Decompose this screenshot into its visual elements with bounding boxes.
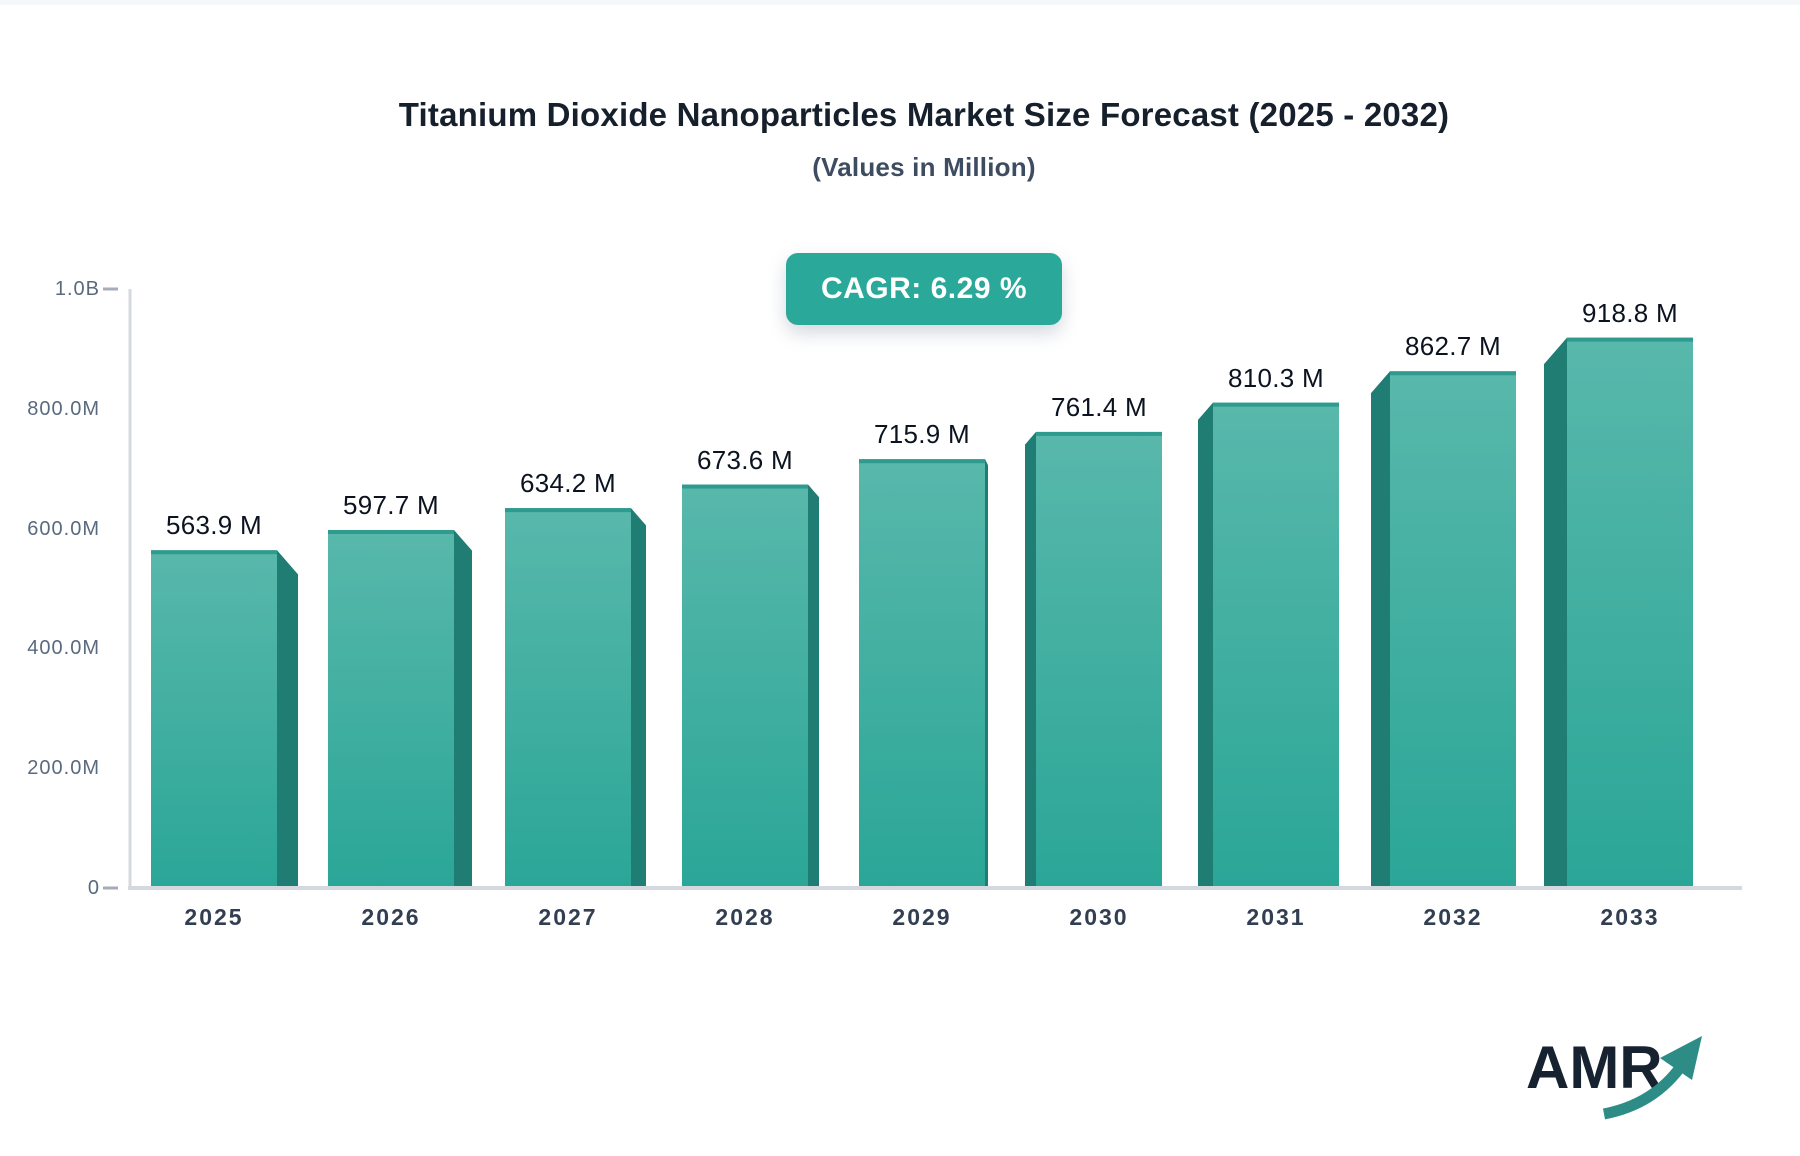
bar-2025 bbox=[151, 550, 298, 888]
y-axis-tick bbox=[103, 287, 118, 291]
bar-value-label: 597.7 M bbox=[342, 489, 440, 520]
x-axis-label: 2029 bbox=[892, 904, 952, 930]
bar-top-rim bbox=[1390, 371, 1516, 376]
y-axis-label: 0 bbox=[87, 877, 100, 899]
bar-2030 bbox=[1025, 431, 1162, 888]
bar-side bbox=[454, 529, 472, 888]
x-axis-label: 2026 bbox=[361, 904, 421, 930]
bar-side bbox=[808, 484, 819, 888]
bar-top-rim bbox=[1567, 337, 1693, 342]
bar-face bbox=[859, 459, 985, 888]
bar-side bbox=[1198, 402, 1213, 888]
y-axis-label: 200.0M bbox=[27, 757, 100, 780]
brand-logo-text: AMR bbox=[1526, 1034, 1663, 1101]
bar-top-rim bbox=[151, 550, 277, 555]
bar-side bbox=[631, 508, 646, 888]
x-axis-label: 2033 bbox=[1600, 904, 1660, 930]
bar-side bbox=[1371, 371, 1390, 889]
bar-2028 bbox=[682, 484, 819, 888]
bar-top-rim bbox=[505, 508, 631, 513]
chart-subtitle: (Values in Million) bbox=[812, 152, 1036, 182]
bar-top-rim bbox=[859, 459, 985, 464]
y-axis-label: 800.0M bbox=[27, 397, 100, 420]
chart-title: Titanium Dioxide Nanoparticles Market Si… bbox=[398, 96, 1450, 133]
bar-2031 bbox=[1198, 402, 1339, 888]
bar-face bbox=[505, 508, 631, 888]
bar-top-rim bbox=[328, 529, 454, 534]
bar-top-rim bbox=[1036, 431, 1162, 436]
bar-value-label: 634.2 M bbox=[519, 468, 617, 499]
bar-top-rim bbox=[682, 484, 808, 489]
y-axis-label: 400.0M bbox=[27, 637, 100, 660]
bar-2029 bbox=[859, 459, 988, 888]
y-axis-tick bbox=[103, 886, 118, 890]
growth-arrow-icon bbox=[1602, 1036, 1702, 1120]
bar-2027 bbox=[505, 508, 646, 888]
x-axis-label: 2032 bbox=[1423, 904, 1483, 930]
bar-top-rim bbox=[1213, 402, 1339, 407]
bar-face bbox=[1036, 431, 1162, 888]
bar-face bbox=[1213, 402, 1339, 888]
bar-side bbox=[1025, 431, 1036, 888]
bar-face bbox=[151, 550, 277, 888]
cagr-badge: CAGR: 6.29 % bbox=[786, 253, 1062, 325]
x-axis-label: 2027 bbox=[538, 904, 598, 930]
bar-2026 bbox=[328, 529, 472, 888]
bar-value-label: 673.6 M bbox=[696, 444, 794, 475]
bar-side bbox=[985, 459, 988, 888]
bar-2032 bbox=[1371, 371, 1516, 889]
bar-side bbox=[277, 550, 298, 888]
x-axis-label: 2030 bbox=[1069, 904, 1129, 930]
bar-face bbox=[1567, 337, 1693, 888]
brand-logo: AMR bbox=[1526, 1036, 1766, 1132]
x-axis-label: 2025 bbox=[184, 904, 244, 930]
bar-value-label: 918.8 M bbox=[1581, 297, 1679, 328]
y-axis-label: 600.0M bbox=[27, 517, 100, 540]
bar-face bbox=[682, 484, 808, 888]
bar-face bbox=[1390, 371, 1516, 889]
x-axis-line bbox=[128, 886, 1742, 890]
bar-value-label: 862.7 M bbox=[1404, 331, 1502, 362]
y-axis-label: 1.0B bbox=[54, 278, 100, 300]
bar-2033 bbox=[1544, 337, 1693, 888]
bar-side bbox=[1544, 337, 1567, 888]
bar-value-label: 761.4 M bbox=[1050, 391, 1148, 422]
x-axis-label: 2031 bbox=[1246, 904, 1306, 930]
top-border bbox=[0, 0, 1800, 5]
bar-value-label: 563.9 M bbox=[165, 510, 263, 541]
bar-face bbox=[328, 529, 454, 888]
x-axis-label: 2028 bbox=[715, 904, 775, 930]
bar-value-label: 810.3 M bbox=[1227, 362, 1325, 393]
y-axis-line bbox=[128, 289, 132, 890]
bar-value-label: 715.9 M bbox=[873, 419, 971, 450]
